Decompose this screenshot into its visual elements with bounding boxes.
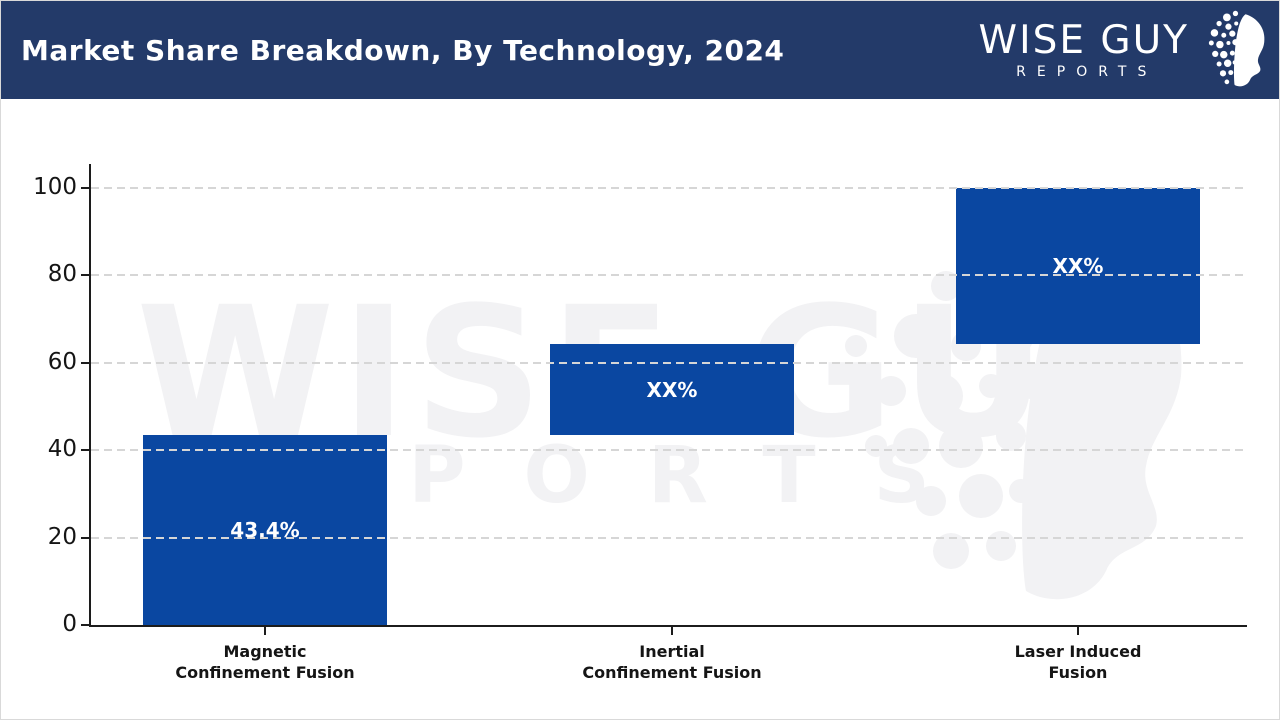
bar-1 xyxy=(550,344,794,436)
y-tick-mark-20 xyxy=(81,536,89,539)
x-tick-mark-1 xyxy=(671,627,673,635)
gridline-y-100 xyxy=(91,187,1247,189)
x-tick-mark-0 xyxy=(264,627,266,635)
x-category-label-line: Magnetic xyxy=(223,642,307,661)
y-tick-label-20: 20 xyxy=(47,523,77,550)
bar-0 xyxy=(143,435,387,625)
gridline-y-20 xyxy=(91,536,1247,539)
y-tick-label-40: 40 xyxy=(47,436,77,463)
y-tick-mark-40 xyxy=(81,449,89,452)
x-category-label-line: Laser Induced xyxy=(1014,642,1142,661)
x-category-label-line: Fusion xyxy=(1048,663,1108,682)
gridline-y-40 xyxy=(91,449,1247,452)
x-category-label-2: Laser Induced Fusion xyxy=(918,641,1238,683)
y-tick-mark-100 xyxy=(81,187,89,189)
header-bar: Market Share Breakdown, By Technology, 2… xyxy=(1,1,1279,99)
logo-wordmark: WISE GUY xyxy=(978,18,1189,63)
y-tick-label-0: 0 xyxy=(62,611,77,637)
y-tick-mark-0 xyxy=(81,624,89,626)
y-tick-mark-60 xyxy=(81,361,89,364)
wise-guy-reports-logo: WISE GUY REPORTS xyxy=(979,7,1269,93)
y-axis-spine xyxy=(89,164,91,627)
x-category-label-1: Inertial Confinement Fusion xyxy=(512,641,832,683)
logo-text: WISE GUY REPORTS xyxy=(978,18,1189,81)
bar-value-label-0: 43.4% xyxy=(230,518,300,543)
x-axis-spine xyxy=(89,625,1247,627)
x-category-label-line: Confinement Fusion xyxy=(582,663,762,682)
bar-value-label-2: XX% xyxy=(1052,254,1104,278)
y-tick-mark-80 xyxy=(81,274,89,277)
x-category-label-line: Confinement Fusion xyxy=(175,663,355,682)
bar-value-label-1: XX% xyxy=(646,377,698,402)
y-tick-label-100: 100 xyxy=(33,174,77,200)
x-category-label-0: Magnetic Confinement Fusion xyxy=(105,641,425,683)
chart-title: Market Share Breakdown, By Technology, 2… xyxy=(21,33,785,67)
y-tick-label-60: 60 xyxy=(47,348,77,375)
y-tick-label-80: 80 xyxy=(47,261,77,288)
logo-face-icon xyxy=(1208,10,1265,87)
gridline-y-80 xyxy=(91,274,1247,277)
x-tick-mark-2 xyxy=(1077,627,1079,635)
gridline-y-60 xyxy=(91,361,1247,364)
x-category-label-line: Inertial xyxy=(639,642,705,661)
logo-subtitle: REPORTS xyxy=(1016,64,1158,80)
